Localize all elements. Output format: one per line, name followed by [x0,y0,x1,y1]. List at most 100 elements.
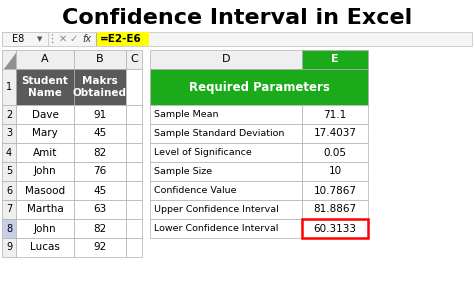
Bar [2,219,16,238]
Bar [74,105,126,124]
Text: 1: 1 [6,82,12,92]
Text: 6: 6 [6,185,12,196]
Text: E8: E8 [12,34,24,44]
Bar [150,69,368,105]
Text: ✓: ✓ [70,34,78,44]
Text: fx: fx [82,34,91,44]
Bar [150,143,302,162]
Bar [126,162,142,181]
Text: 82: 82 [93,223,107,234]
Text: Sample Mean: Sample Mean [154,110,219,119]
Bar [16,69,74,105]
Bar [74,181,126,200]
Text: 8: 8 [6,223,12,234]
Bar [126,200,142,219]
Bar [2,181,16,200]
Bar [16,181,74,200]
Text: 2: 2 [6,110,12,119]
Text: ▼: ▼ [37,36,43,42]
Bar [16,124,74,143]
Bar [74,238,126,257]
Bar [302,162,368,181]
Bar [16,238,74,257]
Text: ⋮: ⋮ [46,34,57,44]
Bar [2,32,48,46]
Polygon shape [4,53,16,69]
Bar [126,143,142,162]
Text: C: C [130,55,138,65]
Text: D: D [222,55,230,65]
Bar [150,181,302,200]
Text: =E2-E6: =E2-E6 [100,34,142,44]
Text: John: John [34,167,56,176]
Bar [302,219,368,238]
Text: Makrs
Obtained: Makrs Obtained [73,76,127,98]
Text: 10: 10 [328,167,342,176]
Text: 63: 63 [93,205,107,214]
Text: Lucas: Lucas [30,243,60,253]
Bar [74,143,126,162]
Bar [126,105,142,124]
Bar [126,69,142,105]
Bar [74,219,126,238]
Bar [302,181,368,200]
Bar [16,162,74,181]
Bar [74,69,126,105]
Text: Level of Significance: Level of Significance [154,148,252,157]
Bar [126,50,142,69]
Text: 60.3133: 60.3133 [313,223,356,234]
Bar [2,105,16,124]
Bar [16,143,74,162]
Bar [302,50,368,69]
Bar [2,238,16,257]
Bar [2,69,16,105]
Bar [302,143,368,162]
Bar [16,105,74,124]
Text: Masood: Masood [25,185,65,196]
Text: Dave: Dave [32,110,58,119]
Bar [150,50,302,69]
Bar [74,200,126,219]
Text: E: E [331,55,339,65]
Bar [16,50,74,69]
Bar [16,219,74,238]
Bar [150,219,302,238]
Bar [97,32,149,46]
Bar [150,124,302,143]
Text: 3: 3 [6,128,12,139]
Text: 10.7867: 10.7867 [313,185,356,196]
Text: 17.4037: 17.4037 [313,128,356,139]
Text: 9: 9 [6,243,12,253]
Bar [2,124,16,143]
Text: 7: 7 [6,205,12,214]
Text: 45: 45 [93,185,107,196]
Text: Student
Name: Student Name [21,76,68,98]
Text: Amit: Amit [33,148,57,157]
Text: Upper Confidence Interval: Upper Confidence Interval [154,205,279,214]
Text: 81.8867: 81.8867 [313,205,356,214]
Text: 91: 91 [93,110,107,119]
Bar [126,219,142,238]
Text: Confidence Value: Confidence Value [154,186,237,195]
Bar [302,124,368,143]
Bar [126,124,142,143]
Text: 0.05: 0.05 [323,148,346,157]
Bar [126,181,142,200]
Bar [74,124,126,143]
Text: 92: 92 [93,243,107,253]
Text: 82: 82 [93,148,107,157]
Text: Sample Size: Sample Size [154,167,212,176]
Text: B: B [96,55,104,65]
Text: 76: 76 [93,167,107,176]
Bar [2,32,472,46]
Text: 5: 5 [6,167,12,176]
Bar [74,50,126,69]
Text: A: A [41,55,49,65]
Text: Required Parameters: Required Parameters [189,80,329,94]
Bar [2,200,16,219]
Bar [2,162,16,181]
Text: ✕: ✕ [59,34,67,44]
Text: 45: 45 [93,128,107,139]
Text: John: John [34,223,56,234]
Text: 4: 4 [6,148,12,157]
